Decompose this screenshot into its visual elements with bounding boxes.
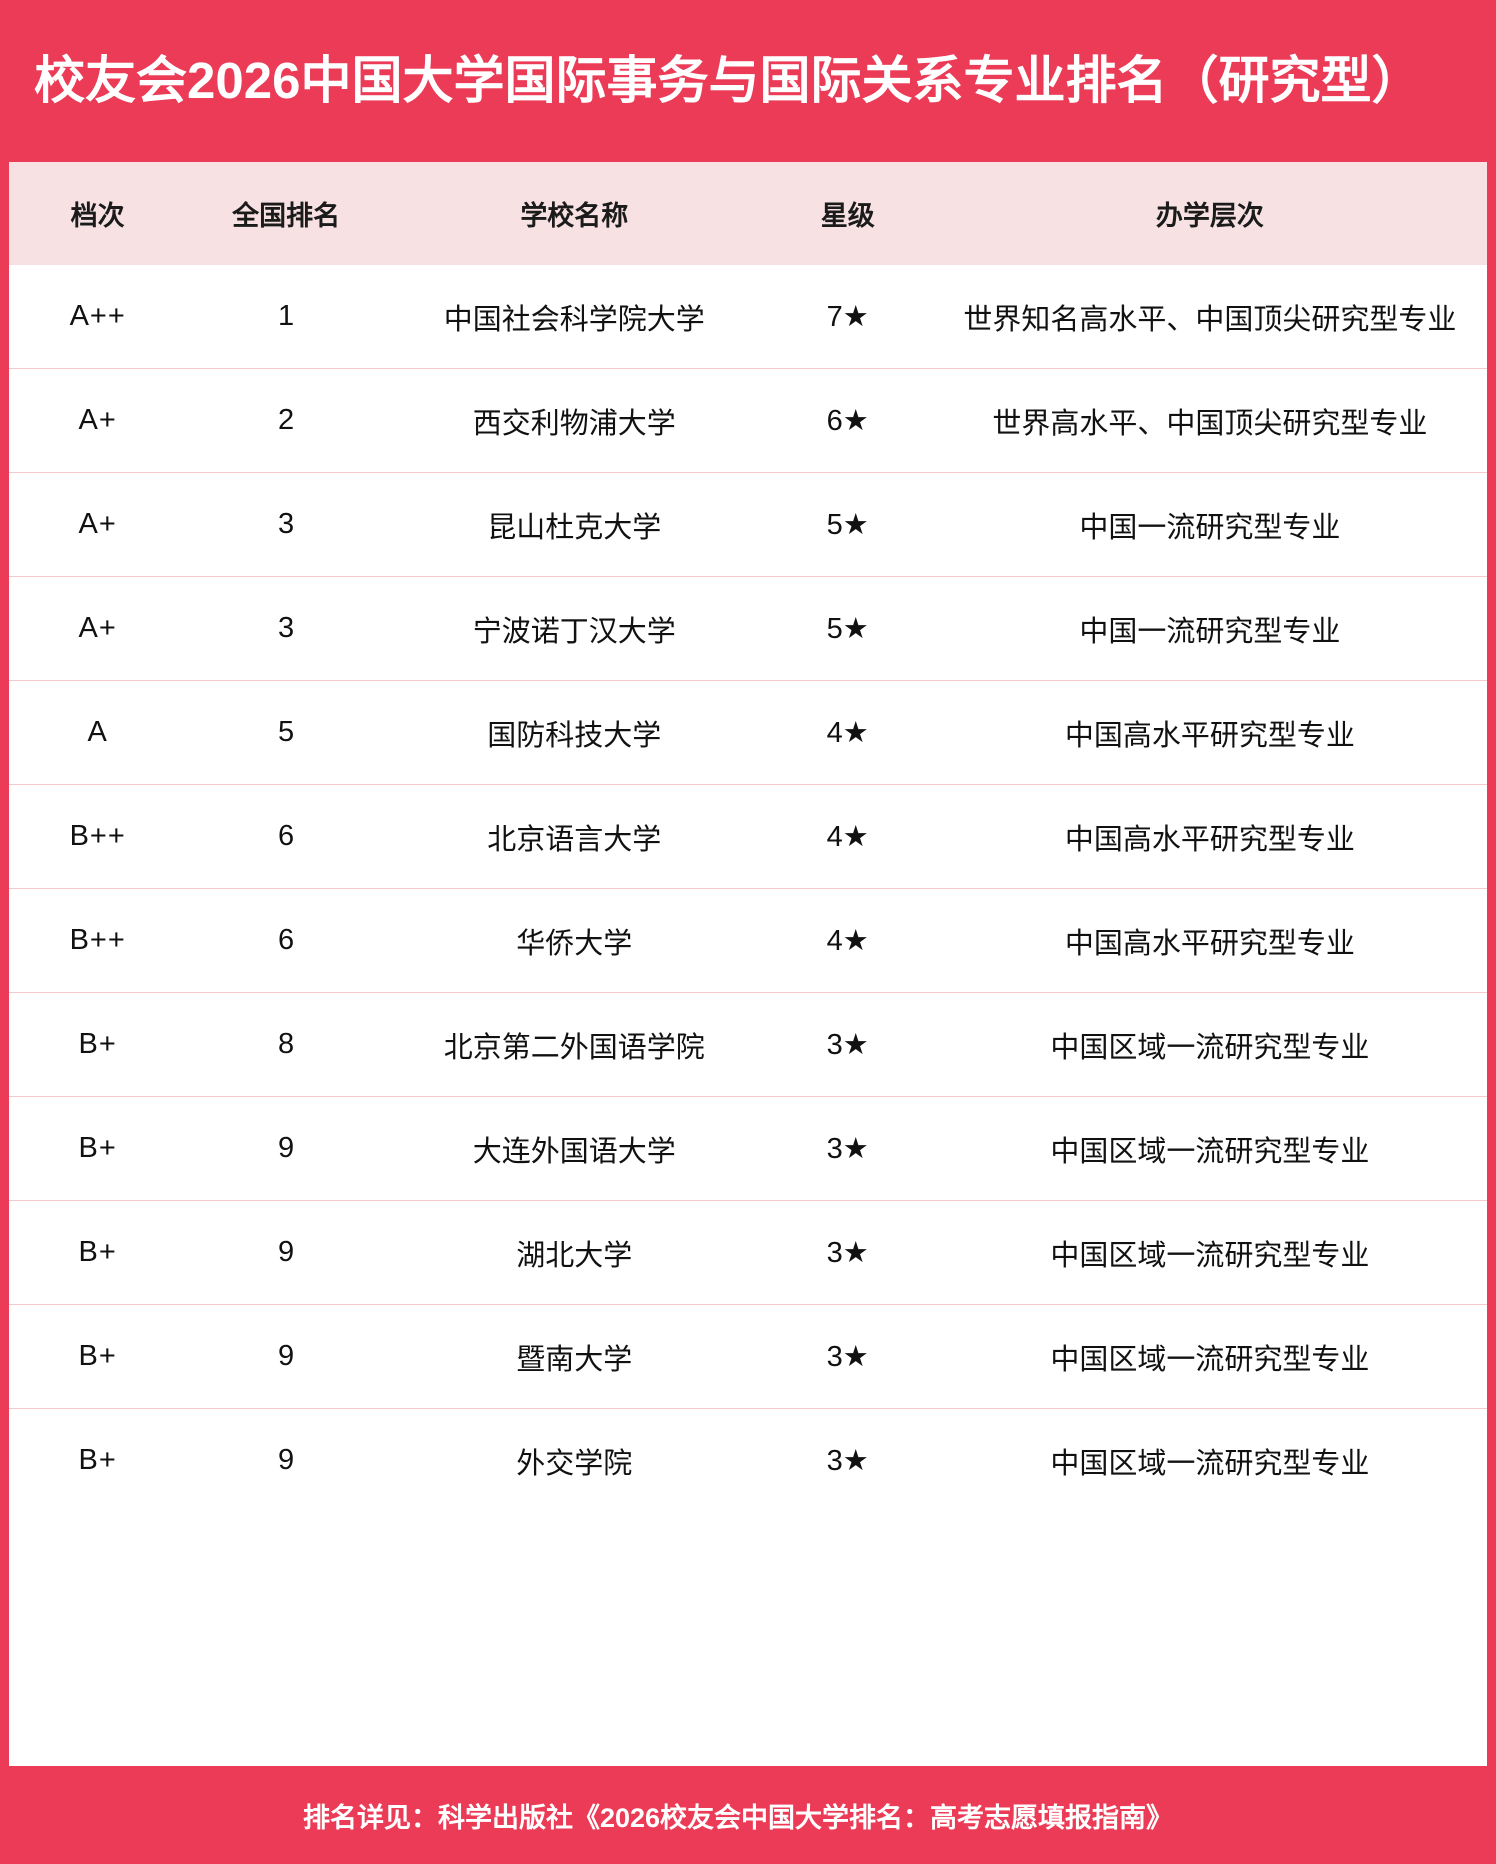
cell-rank: 9: [186, 1096, 386, 1201]
column-header-level: 办学层次: [932, 162, 1487, 265]
cell-tier: A+: [9, 576, 187, 681]
cell-tier: B+: [9, 992, 187, 1097]
cell-star: 5★: [762, 576, 933, 681]
cell-star: 4★: [762, 784, 933, 889]
cell-rank: 9: [186, 1408, 386, 1512]
column-header-name: 学校名称: [385, 162, 763, 265]
table-row: B++ 6 华侨大学 4★ 中国高水平研究型专业: [9, 888, 1487, 993]
cell-level: 中国高水平研究型专业: [932, 680, 1487, 785]
cell-name: 昆山杜克大学: [385, 472, 763, 577]
cell-star: 5★: [762, 472, 933, 577]
page-title: 校友会2026中国大学国际事务与国际关系专业排名（研究型）: [34, 51, 1423, 109]
cell-level: 中国区域一流研究型专业: [932, 1408, 1487, 1512]
cell-level: 中国一流研究型专业: [932, 472, 1487, 577]
cell-level: 世界高水平、中国顶尖研究型专业: [932, 368, 1487, 473]
cell-level: 中国区域一流研究型专业: [932, 992, 1487, 1097]
cell-tier: A+: [9, 368, 187, 473]
cell-star: 3★: [762, 1200, 933, 1305]
cell-rank: 1: [186, 265, 386, 369]
cell-name: 湖北大学: [385, 1200, 763, 1305]
cell-rank: 8: [186, 992, 386, 1097]
column-header-tier: 档次: [9, 162, 187, 265]
cell-name: 暨南大学: [385, 1304, 763, 1409]
cell-rank: 6: [186, 888, 386, 993]
cell-rank: 3: [186, 576, 386, 681]
cell-level: 中国区域一流研究型专业: [932, 1096, 1487, 1201]
table-row: A+ 3 昆山杜克大学 5★ 中国一流研究型专业: [9, 472, 1487, 577]
table-body: A++ 1 中国社会科学院大学 7★ 世界知名高水平、中国顶尖研究型专业 A+ 2 西交利物浦…: [9, 265, 1487, 1512]
cell-rank: 3: [186, 472, 386, 577]
cell-star: 7★: [762, 265, 933, 369]
cell-star: 4★: [762, 888, 933, 993]
cell-level: 中国区域一流研究型专业: [932, 1304, 1487, 1409]
cell-rank: 6: [186, 784, 386, 889]
table-row: B++ 6 北京语言大学 4★ 中国高水平研究型专业: [9, 784, 1487, 889]
cell-tier: A+: [9, 472, 187, 577]
cell-tier: A: [9, 680, 187, 785]
cell-name: 大连外国语大学: [385, 1096, 763, 1201]
footer-note: 排名详见：科学出版社《2026校友会中国大学排名：高考志愿填报指南》: [302, 1802, 1174, 1833]
table-row: B+ 9 暨南大学 3★ 中国区域一流研究型专业: [9, 1304, 1487, 1409]
ranking-table-container: 档次 全国排名 学校名称 星级 办学层次 A++ 1 中国社会科学院大学 7★ 世界知名…: [9, 162, 1487, 1766]
table-header: 档次 全国排名 学校名称 星级 办学层次: [9, 162, 1487, 265]
cell-rank: 9: [186, 1304, 386, 1409]
poster-title-band: 校友会2026中国大学国际事务与国际关系专业排名（研究型）: [0, 0, 1496, 162]
cell-tier: B+: [9, 1304, 187, 1409]
cell-star: 4★: [762, 680, 933, 785]
column-header-rank: 全国排名: [186, 162, 386, 265]
cell-level: 世界知名高水平、中国顶尖研究型专业: [932, 265, 1487, 369]
poster-footer-band: 排名详见：科学出版社《2026校友会中国大学排名：高考志愿填报指南》: [0, 1766, 1496, 1864]
table-header-row: 档次 全国排名 学校名称 星级 办学层次: [9, 162, 1487, 265]
cell-name: 北京第二外国语学院: [385, 992, 763, 1097]
cell-tier: B+: [9, 1408, 187, 1512]
cell-name: 华侨大学: [385, 888, 763, 993]
cell-level: 中国一流研究型专业: [932, 576, 1487, 681]
cell-name: 中国社会科学院大学: [385, 265, 763, 369]
cell-name: 北京语言大学: [385, 784, 763, 889]
cell-name: 西交利物浦大学: [385, 368, 763, 473]
cell-tier: B+: [9, 1200, 187, 1305]
table-row: B+ 9 外交学院 3★ 中国区域一流研究型专业: [9, 1408, 1487, 1512]
ranking-table: 档次 全国排名 学校名称 星级 办学层次 A++ 1 中国社会科学院大学 7★ 世界知名…: [9, 162, 1487, 1512]
cell-level: 中国高水平研究型专业: [932, 784, 1487, 889]
table-row: B+ 8 北京第二外国语学院 3★ 中国区域一流研究型专业: [9, 992, 1487, 1097]
cell-level: 中国高水平研究型专业: [932, 888, 1487, 993]
table-row: B+ 9 湖北大学 3★ 中国区域一流研究型专业: [9, 1200, 1487, 1305]
cell-tier: B+: [9, 1096, 187, 1201]
cell-rank: 9: [186, 1200, 386, 1305]
column-header-star: 星级: [762, 162, 933, 265]
cell-name: 国防科技大学: [385, 680, 763, 785]
cell-rank: 2: [186, 368, 386, 473]
cell-name: 宁波诺丁汉大学: [385, 576, 763, 681]
cell-tier: B++: [9, 888, 187, 993]
cell-star: 3★: [762, 1096, 933, 1201]
cell-star: 6★: [762, 368, 933, 473]
cell-rank: 5: [186, 680, 386, 785]
cell-star: 3★: [762, 1408, 933, 1512]
cell-star: 3★: [762, 992, 933, 1097]
table-row: B+ 9 大连外国语大学 3★ 中国区域一流研究型专业: [9, 1096, 1487, 1201]
cell-name: 外交学院: [385, 1408, 763, 1512]
table-row: A+ 2 西交利物浦大学 6★ 世界高水平、中国顶尖研究型专业: [9, 368, 1487, 473]
table-row: A+ 3 宁波诺丁汉大学 5★ 中国一流研究型专业: [9, 576, 1487, 681]
table-row: A++ 1 中国社会科学院大学 7★ 世界知名高水平、中国顶尖研究型专业: [9, 265, 1487, 369]
cell-tier: A++: [9, 265, 187, 369]
cell-star: 3★: [762, 1304, 933, 1409]
cell-tier: B++: [9, 784, 187, 889]
table-row: A 5 国防科技大学 4★ 中国高水平研究型专业: [9, 680, 1487, 785]
cell-level: 中国区域一流研究型专业: [932, 1200, 1487, 1305]
